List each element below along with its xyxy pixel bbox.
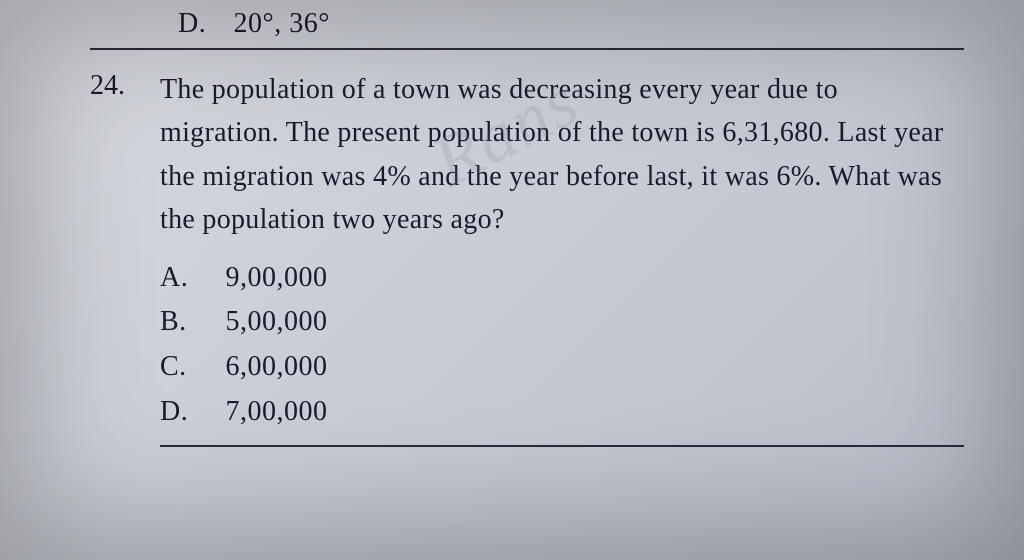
question-body: The population of a town was decreasing … <box>160 68 964 447</box>
option-value: 6,00,000 <box>226 351 328 382</box>
previous-option-d: D. 20°, 36° <box>90 8 964 40</box>
option-a: A. 9,00,000 <box>160 256 964 301</box>
question-divider-bottom <box>160 445 964 447</box>
option-letter: B. <box>160 300 218 345</box>
option-b: B. 5,00,000 <box>160 300 964 345</box>
option-letter: A. <box>160 256 218 301</box>
question-number: 24. <box>90 68 160 102</box>
option-value: 5,00,000 <box>226 306 328 337</box>
option-letter: C. <box>160 345 218 390</box>
option-value: 7,00,000 <box>226 396 328 427</box>
exam-page: D. 20°, 36° 24. The population of a town… <box>0 0 1024 467</box>
question-divider-top <box>90 48 964 50</box>
option-d: D. 7,00,000 <box>160 390 964 435</box>
options-list: A. 9,00,000 B. 5,00,000 C. 6,00,000 D. 7… <box>160 256 964 435</box>
option-letter: D. <box>160 390 218 435</box>
option-value: 9,00,000 <box>226 262 328 293</box>
question-text: The population of a town was decreasing … <box>160 68 964 242</box>
option-letter: D. <box>178 8 226 40</box>
question-24: 24. The population of a town was decreas… <box>90 68 964 447</box>
option-c: C. 6,00,000 <box>160 345 964 390</box>
option-text: 20°, 36° <box>234 8 330 39</box>
